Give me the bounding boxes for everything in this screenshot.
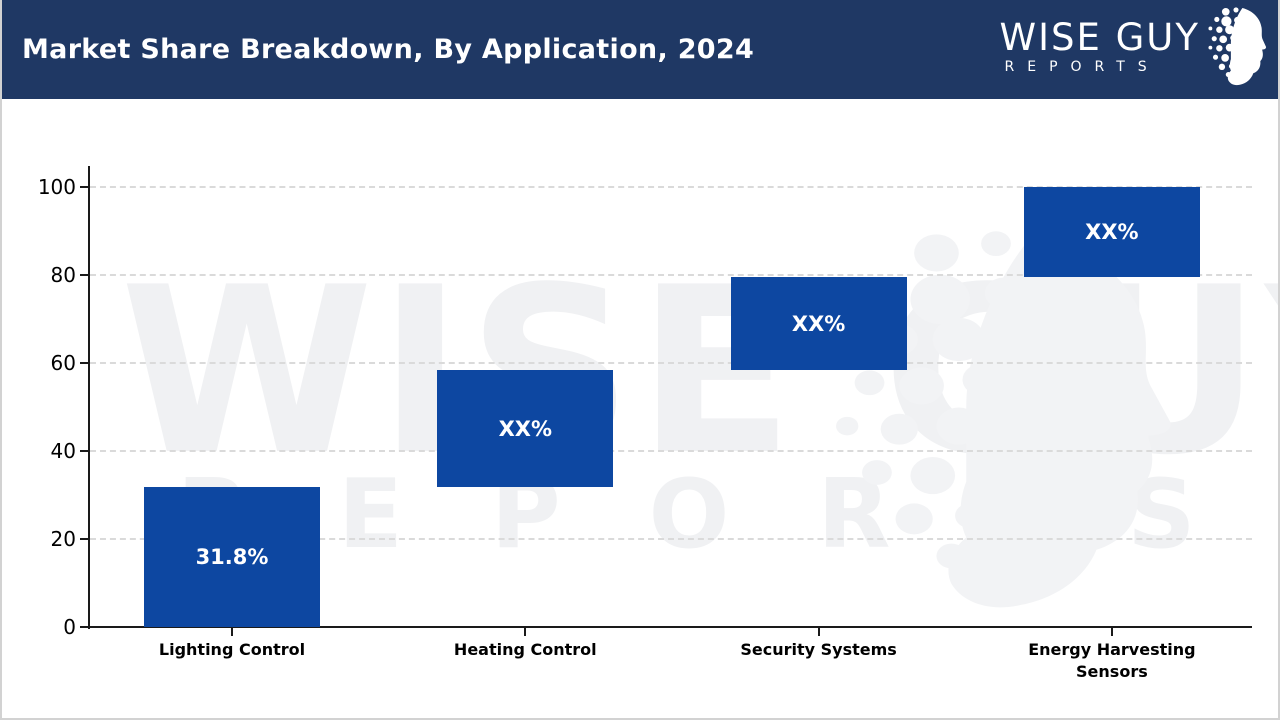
gridline-100 — [90, 186, 1252, 188]
y-tick-mark — [80, 626, 88, 628]
y-axis-tick-label: 80 — [50, 263, 76, 287]
bar-value-label: XX% — [791, 311, 846, 336]
wiseguy-logo-text: WISE GUY REPORTS — [1000, 19, 1200, 75]
gridline-20 — [90, 538, 1252, 540]
bar-value-label: 31.8% — [195, 545, 269, 570]
bar-segment: XX% — [730, 277, 907, 371]
y-axis-tick-label: 40 — [50, 439, 76, 463]
y-axis-tick-label: 0 — [63, 615, 76, 639]
watermark-text-line1: WISE GUY — [120, 239, 1278, 506]
y-tick-mark — [80, 450, 88, 452]
wiseguy-face-icon — [1208, 7, 1267, 86]
bar-value-label: XX% — [498, 416, 553, 441]
watermark-text-line2: REPORTS — [177, 460, 1280, 570]
logo-wordmark: WISE GUY — [999, 16, 1200, 59]
x-axis-category-label: Heating Control — [453, 640, 597, 659]
x-tick-mark — [1110, 628, 1113, 636]
y-tick-mark — [80, 538, 88, 540]
bar-segment: XX% — [1023, 187, 1200, 278]
y-axis-tick-label: 20 — [50, 527, 76, 551]
wiseguy-logo: WISE GUY REPORTS — [1000, 4, 1268, 90]
x-axis-category-label: Energy Harvesting Sensors — [1028, 640, 1196, 681]
y-tick-mark — [80, 186, 88, 188]
x-axis-category-label: Lighting Control — [158, 640, 306, 659]
gridline-60 — [90, 362, 1252, 364]
y-axis-tick-label: 60 — [50, 351, 76, 375]
gridline-40 — [90, 450, 1252, 452]
bar-segment: 31.8% — [144, 487, 320, 627]
bar-segment: XX% — [437, 370, 614, 488]
y-tick-mark — [80, 362, 88, 364]
y-axis-line — [88, 166, 90, 629]
bar-value-label: XX% — [1085, 220, 1139, 245]
page-title: Market Share Breakdown, By Application, … — [22, 34, 755, 65]
header-bar: Market Share Breakdown, By Application, … — [2, 0, 1278, 99]
x-tick-mark — [231, 628, 233, 636]
y-tick-mark — [80, 274, 88, 276]
x-tick-mark — [524, 628, 527, 636]
y-axis-tick-label: 100 — [37, 175, 76, 199]
x-axis-category-label: Security Systems — [740, 640, 897, 659]
x-tick-mark — [817, 628, 820, 636]
x-axis-line — [88, 626, 1252, 628]
gridline-80 — [90, 274, 1252, 276]
logo-subtitle: REPORTS — [1004, 59, 1160, 75]
